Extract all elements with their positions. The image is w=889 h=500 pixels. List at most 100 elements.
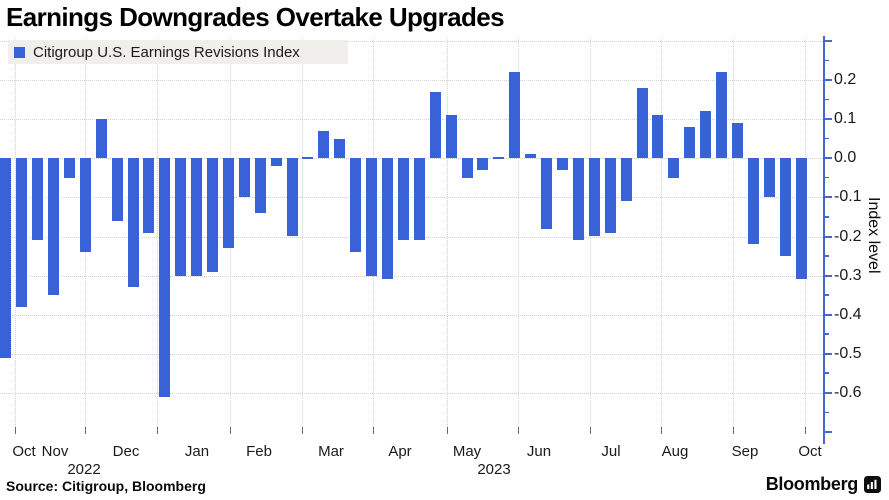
- y-axis-tick: [825, 98, 829, 101]
- gridline-horizontal: [0, 119, 823, 121]
- x-axis-tick: [447, 427, 448, 434]
- gridline-horizontal: [0, 353, 823, 355]
- bar-week-5: [63, 158, 75, 178]
- bar-week-16: [238, 158, 250, 198]
- x-axis-tick: [661, 427, 662, 434]
- x-month-label: Sep: [731, 443, 759, 460]
- x-axis-tick: [157, 427, 158, 434]
- bar-week-39: [604, 158, 616, 233]
- x-month-label: Jun: [526, 443, 552, 460]
- bar-week-27: [413, 158, 425, 241]
- bar-week-15: [222, 158, 234, 249]
- gridline-horizontal: [0, 314, 823, 316]
- y-axis-tick: [825, 274, 832, 277]
- x-axis-tick: [590, 427, 591, 434]
- y-tick-label: -0.5: [834, 344, 862, 362]
- legend-swatch-icon: [14, 46, 25, 58]
- gridline-horizontal: [0, 392, 823, 394]
- x-month-label: Jul: [601, 443, 621, 460]
- y-axis-tick: [825, 40, 832, 42]
- y-tick-label: -0.2: [834, 227, 862, 245]
- bloomberg-terminal-icon: [864, 476, 881, 493]
- bar-week-6: [79, 158, 91, 253]
- x-month-label: Dec: [112, 443, 140, 460]
- gridline-horizontal: [0, 80, 823, 82]
- bar-week-35: [541, 158, 552, 229]
- y-axis-title: Index level: [865, 196, 882, 274]
- bar-week-2: [16, 158, 28, 307]
- y-axis-tick: [825, 313, 832, 316]
- bar-week-8: [111, 158, 123, 221]
- bar-week-40: [620, 158, 632, 202]
- bar-week-51: [795, 158, 807, 280]
- gridline-vertical: [733, 38, 734, 427]
- y-axis-tick: [825, 391, 832, 394]
- x-axis-tick: [518, 427, 519, 434]
- y-axis-tick: [825, 411, 829, 413]
- bar-week-14: [207, 158, 218, 272]
- y-axis-tick: [825, 137, 829, 140]
- x-month-label: Aug: [661, 443, 689, 460]
- legend-label: Citigroup U.S. Earnings Revisions Index: [33, 43, 300, 61]
- y-axis-tick: [825, 235, 832, 238]
- bar-week-34: [525, 154, 537, 159]
- source-note: Source: Citigroup, Bloomberg: [6, 478, 206, 494]
- x-axis-tick: [15, 427, 16, 434]
- bar-week-43: [668, 158, 680, 178]
- x-axis-tick: [733, 427, 734, 434]
- bar-week-24: [366, 158, 378, 276]
- bar-week-36: [556, 158, 568, 170]
- bar-week-19: [286, 158, 298, 237]
- x-year-label: 2022: [67, 461, 101, 478]
- gridline-horizontal: [0, 236, 823, 238]
- bar-week-29: [445, 115, 457, 159]
- x-axis-tick: [302, 427, 303, 434]
- bar-week-30: [461, 158, 473, 178]
- x-axis-tick: [230, 427, 231, 434]
- gridline-horizontal: [0, 158, 823, 160]
- bar-week-47: [731, 123, 743, 159]
- y-tick-label: 0.2: [834, 71, 857, 89]
- x-month-label: Jan: [184, 443, 210, 460]
- bar-week-32: [493, 157, 505, 160]
- gridline-vertical: [302, 38, 303, 427]
- gridline-vertical: [661, 38, 662, 427]
- y-axis-tick: [825, 157, 832, 160]
- bar-week-49: [763, 158, 775, 198]
- y-tick-label: 0.0: [834, 149, 857, 167]
- gridline-vertical: [447, 38, 448, 427]
- bar-week-37: [572, 158, 584, 241]
- bar-week-4: [47, 158, 59, 296]
- y-tick-label: -0.6: [834, 383, 862, 401]
- x-month-label: Nov: [41, 443, 69, 460]
- bar-week-11: [159, 158, 171, 397]
- bar-week-26: [397, 158, 409, 241]
- bar-week-20: [302, 157, 314, 160]
- y-axis-tick: [825, 118, 832, 121]
- bar-week-50: [779, 158, 791, 257]
- gridline-vertical: [518, 38, 519, 427]
- bar-week-10: [143, 158, 155, 233]
- y-axis-tick: [825, 333, 829, 335]
- y-tick-label: -0.3: [834, 266, 862, 284]
- y-tick-label: -0.4: [834, 305, 862, 323]
- y-axis-tick: [825, 431, 832, 433]
- y-axis-line: [823, 36, 825, 444]
- bar-week-1: [0, 158, 12, 358]
- bar-week-44: [684, 127, 696, 159]
- bar-week-46: [716, 72, 727, 159]
- bar-week-28: [429, 91, 441, 159]
- bar-week-38: [588, 158, 600, 237]
- legend: Citigroup U.S. Earnings Revisions Index: [8, 40, 348, 64]
- x-month-label: May: [452, 443, 482, 460]
- bar-week-23: [350, 158, 362, 253]
- x-month-label: Apr: [388, 443, 412, 460]
- x-month-label: Oct: [798, 443, 822, 460]
- gridline-horizontal: [0, 197, 823, 199]
- gridline-vertical: [15, 38, 16, 427]
- bar-week-25: [382, 158, 393, 280]
- gridline-vertical: [157, 38, 158, 427]
- bar-week-7: [95, 119, 107, 159]
- bar-week-13: [191, 158, 203, 276]
